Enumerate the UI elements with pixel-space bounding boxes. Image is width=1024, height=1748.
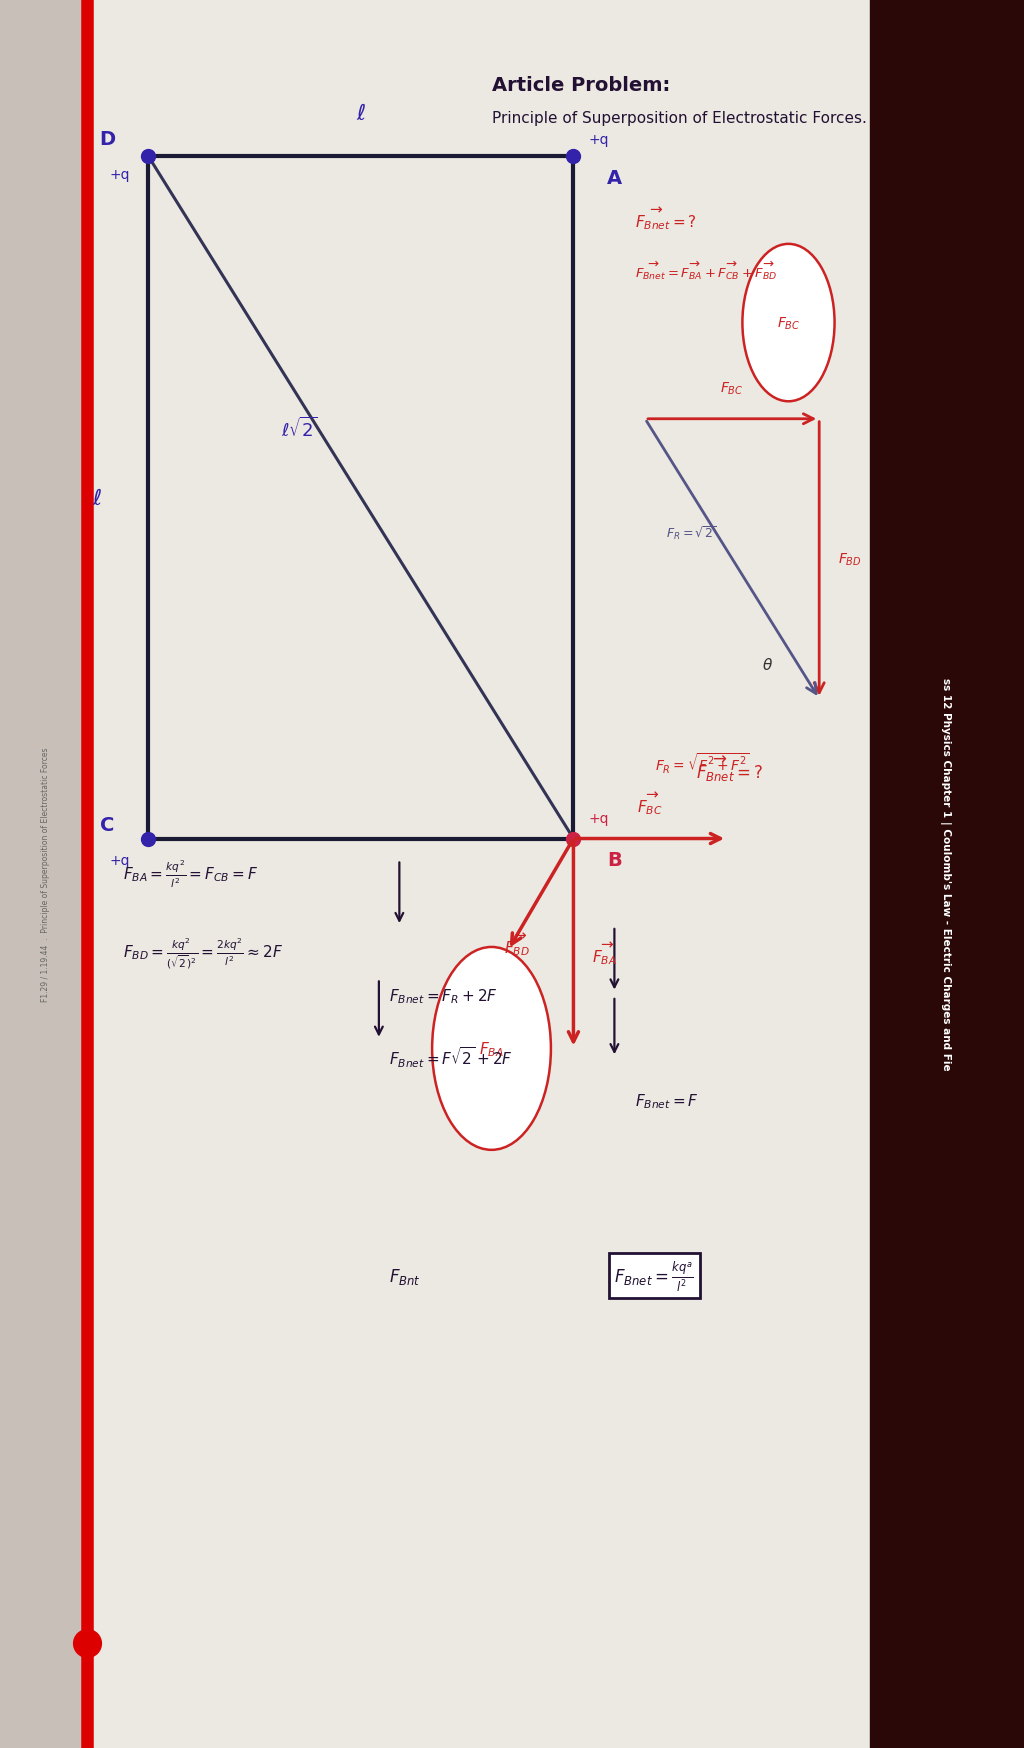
Text: $\overrightarrow{F_{BC}}$: $\overrightarrow{F_{BC}}$: [638, 790, 663, 816]
Text: $F_{Bnet} = F_R + 2F$: $F_{Bnet} = F_R + 2F$: [389, 988, 498, 1005]
Text: $\overrightarrow{F_{BA}}$: $\overrightarrow{F_{BA}}$: [592, 939, 616, 967]
Text: $\theta$: $\theta$: [763, 656, 773, 673]
Text: A: A: [607, 170, 622, 187]
Point: [140, 143, 157, 171]
Text: $\ell\sqrt{2}$: $\ell\sqrt{2}$: [282, 416, 317, 440]
Text: $F_{Bnet} = F\sqrt{2} + 2F$: $F_{Bnet} = F\sqrt{2} + 2F$: [389, 1045, 513, 1070]
Text: $\ell$: $\ell$: [356, 103, 366, 124]
Text: $F_R = \sqrt{F^2 + F^2}$: $F_R = \sqrt{F^2 + F^2}$: [655, 752, 751, 776]
Text: +q: +q: [589, 133, 609, 147]
Text: $F_{BA}$: $F_{BA}$: [479, 1040, 504, 1058]
Point: [79, 1629, 95, 1657]
Point: [565, 143, 582, 171]
Bar: [0, 0, 92, 1748]
Text: $F_{Bnet} = \frac{kq^{a}}{l^2}$: $F_{Bnet} = \frac{kq^{a}}{l^2}$: [614, 1259, 694, 1294]
Text: $F_{BC}$: $F_{BC}$: [721, 381, 743, 397]
Text: $F_{BC}$: $F_{BC}$: [777, 315, 800, 332]
Text: F1.29 / 1.19.44  .  Principle of Superposition of Electrostatic Forces: F1.29 / 1.19.44 . Principle of Superposi…: [41, 746, 49, 1002]
Text: $F_R = \sqrt{2}$: $F_R = \sqrt{2}$: [667, 524, 716, 542]
Text: Principle of Superposition of Electrostatic Forces.: Principle of Superposition of Electrosta…: [492, 112, 866, 126]
Text: $F_{BD}$: $F_{BD}$: [838, 551, 861, 568]
Point: [140, 825, 157, 853]
Text: $\overrightarrow{F_{Bnet}} = \overrightarrow{F_{BA}} + \overrightarrow{F_{CB}} +: $\overrightarrow{F_{Bnet}} = \overrighta…: [635, 260, 777, 281]
Text: $F_{Bnet} = F$: $F_{Bnet} = F$: [635, 1092, 698, 1110]
Bar: [870, 0, 1024, 1748]
Text: $\overrightarrow{F_{Bnet}} = ?$: $\overrightarrow{F_{Bnet}} = ?$: [635, 205, 696, 232]
Text: $F_{BD} = \frac{kq^2}{(\sqrt{2})^2} = \frac{2kq^2}{l^2} \approx 2F$: $F_{BD} = \frac{kq^2}{(\sqrt{2})^2} = \f…: [123, 935, 284, 970]
Circle shape: [742, 245, 835, 402]
Text: Article Problem:: Article Problem:: [492, 77, 670, 94]
Text: +q: +q: [110, 853, 130, 867]
Text: $\overrightarrow{F_{Bnet}} = ?$: $\overrightarrow{F_{Bnet}} = ?$: [696, 755, 764, 783]
Text: $\overrightarrow{F_{BD}}$: $\overrightarrow{F_{BD}}$: [504, 930, 530, 958]
Text: $F_{BA} = \frac{kq^2}{l^2} = F_{CB} = F$: $F_{BA} = \frac{kq^2}{l^2} = F_{CB} = F$: [123, 858, 258, 890]
Text: ss 12 Physics Chapter 1 | Coulomb's Law - Electric Charges and Fie: ss 12 Physics Chapter 1 | Coulomb's Law …: [940, 678, 950, 1070]
Text: D: D: [99, 131, 116, 149]
Text: B: B: [607, 851, 622, 869]
Circle shape: [432, 947, 551, 1150]
Text: +q: +q: [110, 168, 130, 182]
Text: $\ell$: $\ell$: [92, 488, 102, 509]
Text: C: C: [100, 816, 115, 834]
Text: +q: +q: [589, 811, 609, 825]
Point: [565, 825, 582, 853]
Text: $F_{Bnt}$: $F_{Bnt}$: [389, 1266, 421, 1287]
